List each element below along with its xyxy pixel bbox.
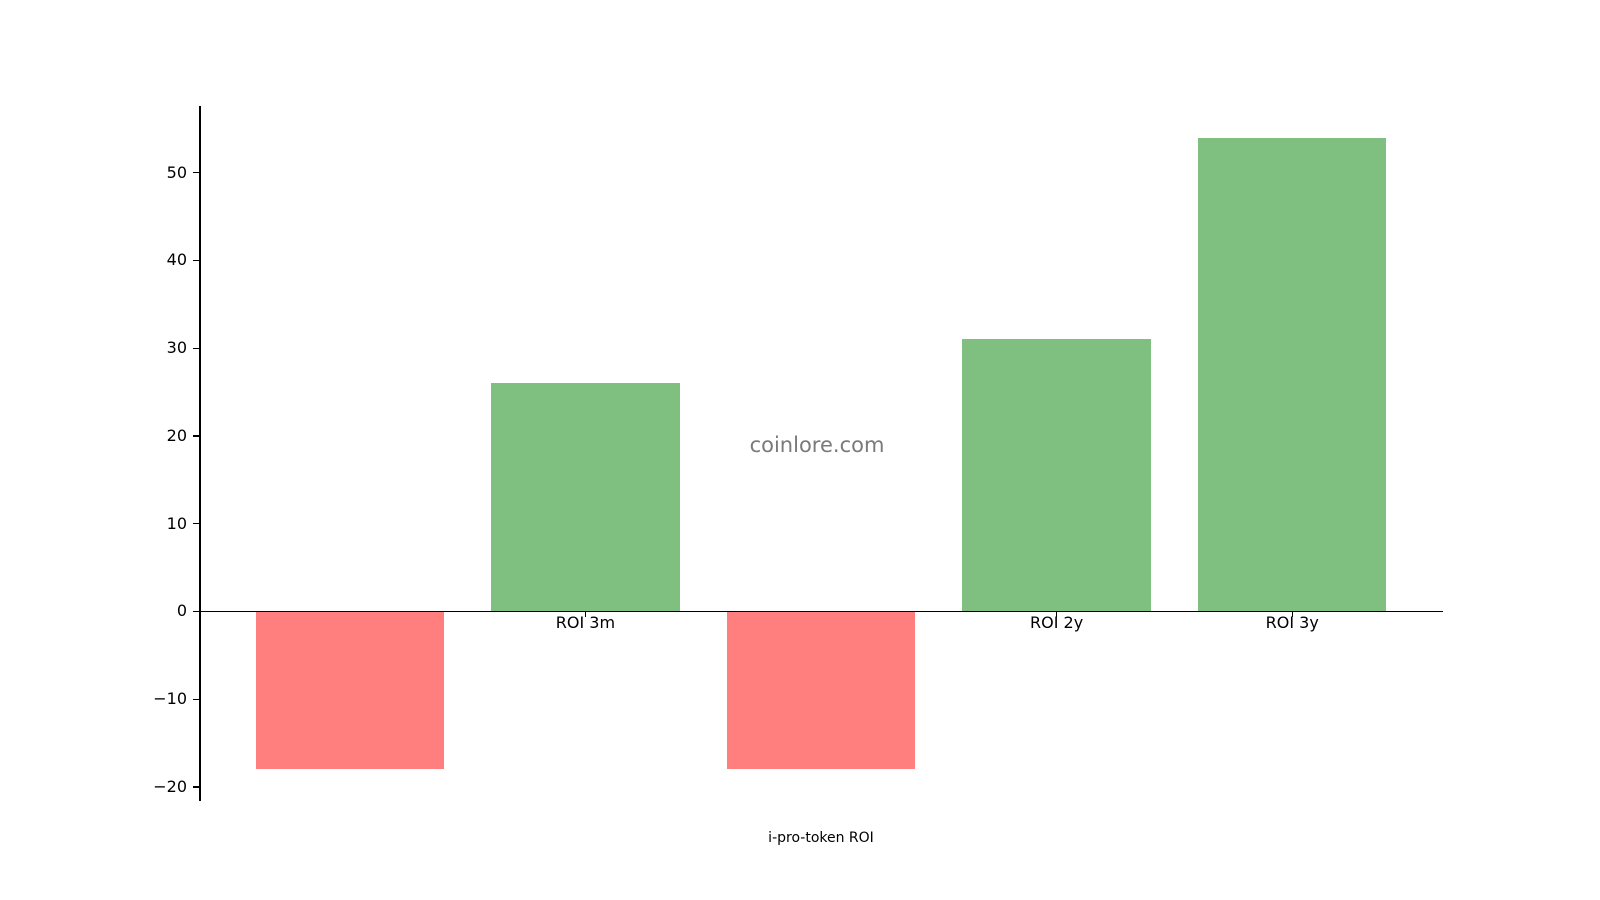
y-tick-mark — [193, 435, 199, 437]
bar-ROI 3m — [491, 383, 680, 612]
bar-neg-0 — [255, 611, 445, 770]
x-axis-zero-line — [199, 610, 1443, 613]
y-tick-mark — [193, 347, 199, 349]
y-tick-label: 10 — [166, 513, 187, 533]
y-tick-label: 20 — [166, 425, 187, 445]
y-tick-label: 30 — [166, 338, 187, 358]
x-tick-label: ROI 2y — [1030, 613, 1084, 633]
x-tick-mark — [1056, 612, 1058, 618]
y-tick-label: 0 — [176, 601, 187, 621]
bar-ROI 3y — [1197, 137, 1387, 612]
y-tick-label: −20 — [153, 776, 187, 796]
watermark: coinlore.com — [749, 433, 885, 457]
y-tick-mark — [193, 259, 199, 262]
x-tick-mark — [1291, 612, 1293, 618]
chart-title: i-pro-token ROI — [768, 830, 874, 846]
x-tick-label: ROI 3m — [555, 613, 616, 633]
x-tick-label: ROI 3y — [1265, 613, 1319, 633]
bar-neg-2 — [726, 611, 916, 770]
y-tick-mark — [193, 172, 199, 174]
y-tick-label: 50 — [166, 162, 187, 182]
y-tick-mark — [193, 610, 199, 613]
y-axis-spine — [199, 106, 201, 801]
y-tick-mark — [193, 786, 199, 788]
bar-ROI 2y — [962, 339, 1151, 612]
x-tick-mark — [584, 612, 586, 618]
y-tick-mark — [193, 523, 199, 525]
y-tick-mark — [193, 698, 199, 700]
y-tick-label: −10 — [153, 689, 187, 709]
y-tick-label: 40 — [166, 250, 187, 270]
